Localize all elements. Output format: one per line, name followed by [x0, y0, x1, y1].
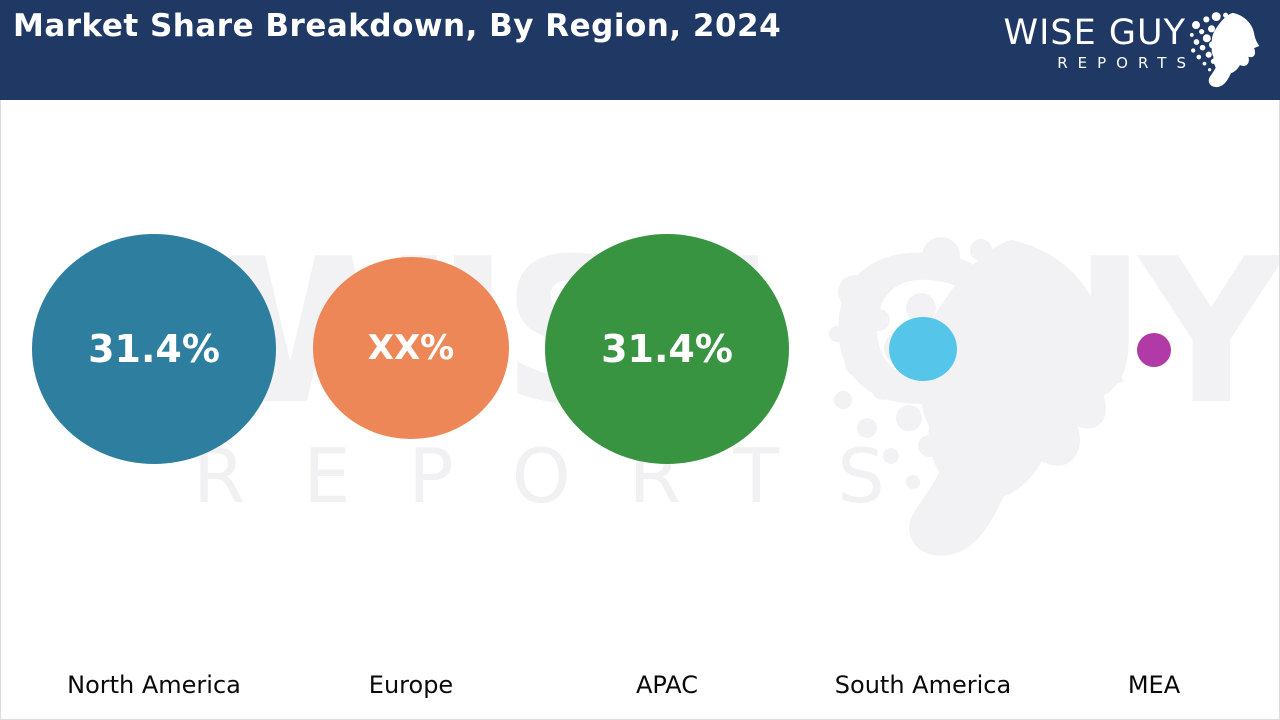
bubble-value-europe: XX%	[367, 328, 455, 368]
header: Market Share Breakdown, By Region, 2024 …	[0, 0, 1280, 100]
category-label-europe: Europe	[368, 671, 454, 699]
watermark-subbrand: REPORTS	[193, 432, 943, 520]
watermark-head-icon	[829, 237, 1124, 556]
category-label-north-america: North America	[67, 671, 241, 699]
wiseguy-head-icon	[1189, 12, 1260, 88]
brand-name: WISE GUY	[1003, 13, 1186, 53]
bubble-apac: 31.4%	[545, 234, 789, 464]
bubble-value-apac: 31.4%	[601, 327, 733, 371]
brand-logo: WISE GUY REPORTS	[1003, 13, 1186, 72]
bubble-value-north-america: 31.4%	[88, 327, 220, 371]
category-labels: North America Europe APAC South America MEA	[1, 668, 1279, 708]
page-title: Market Share Breakdown, By Region, 2024	[13, 8, 782, 44]
bubble-mea	[1137, 333, 1171, 367]
category-label-apac: APAC	[635, 671, 699, 699]
bubble-chart: 31.4% XX% 31.4%	[1, 100, 1279, 719]
bubble-south-america	[889, 317, 957, 381]
bubble-north-america: 31.4%	[32, 234, 276, 464]
brand-subname: REPORTS	[1057, 54, 1196, 73]
category-label-south-america: South America	[834, 671, 1012, 699]
bubble-europe: XX%	[313, 257, 509, 439]
chart-area: WISE GUY REPORTS 31.4%XX%31.4% North Ame…	[0, 100, 1280, 720]
category-label-mea: MEA	[1127, 671, 1181, 699]
